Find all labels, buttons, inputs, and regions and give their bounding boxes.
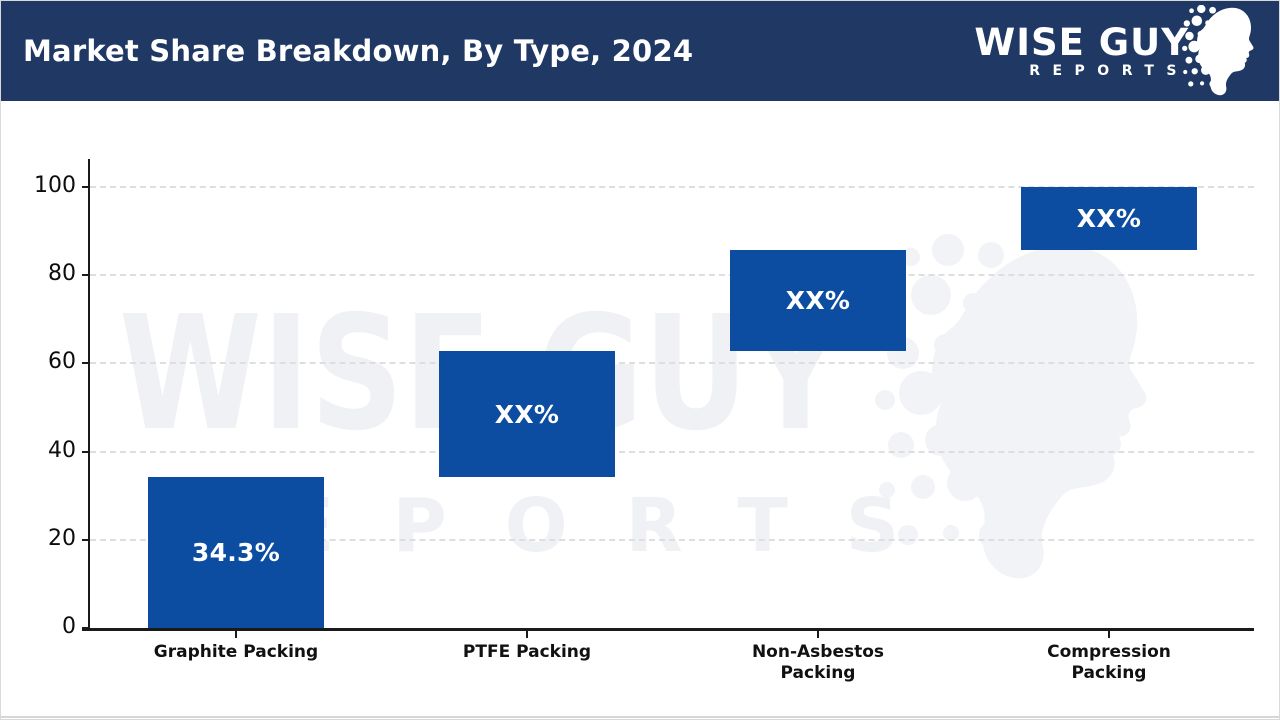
category-label: PTFE Packing (462, 642, 592, 662)
y-axis-tick (82, 362, 89, 365)
x-axis-tick (1108, 630, 1110, 638)
gridline (90, 186, 1254, 188)
category-label: Non-Asbestos Packing (751, 642, 885, 684)
category-label: Compression Packing (1047, 642, 1171, 684)
y-axis-tick (82, 538, 89, 541)
x-axis-tick (526, 630, 528, 638)
bar-value-label: XX% (1076, 204, 1142, 233)
bar-3: XX% (730, 250, 906, 351)
page-title: Market Share Breakdown, By Type, 2024 (23, 34, 694, 68)
bar-1: 34.3% (148, 477, 324, 628)
gridline (90, 274, 1254, 277)
y-axis-tick-label: 0 (62, 614, 76, 639)
x-axis-tick (235, 630, 237, 638)
bar-2: XX% (439, 351, 615, 477)
gridline (90, 450, 1254, 453)
x-axis-tick (817, 630, 819, 638)
y-axis-tick-label: 40 (48, 437, 76, 463)
bar-value-label: XX% (785, 286, 851, 315)
logo-reports-label: REPORTS (1029, 63, 1189, 79)
y-axis-line (88, 159, 90, 630)
watermark-head-icon (875, 234, 1147, 579)
bottom-border-line (1, 716, 1279, 718)
x-axis-line (82, 628, 1254, 631)
y-axis-tick-label: 60 (48, 349, 76, 375)
y-axis-tick-label: 80 (48, 261, 76, 287)
y-axis-tick-label: 100 (34, 173, 76, 198)
bar-4: XX% (1021, 187, 1197, 250)
gridline (90, 538, 1254, 541)
wiseguy-logo: WISE GUY REPORTS (974, 5, 1267, 97)
wiseguy-logo-text: WISE GUY REPORTS (974, 24, 1189, 78)
logo-wiseguy-label: WISE GUY (974, 21, 1189, 64)
bar-value-label: 34.3% (191, 538, 281, 567)
category-label: Graphite Packing (153, 642, 319, 662)
y-axis-tick (82, 186, 89, 188)
y-axis-tick-label: 20 (48, 525, 76, 551)
bar-value-label: XX% (494, 399, 560, 429)
logo-head-icon (1182, 5, 1254, 96)
y-axis-tick (82, 450, 89, 453)
y-axis-tick (82, 274, 89, 277)
header-bar: Market Share Breakdown, By Type, 2024 WI… (1, 1, 1279, 101)
gridline (90, 362, 1254, 365)
